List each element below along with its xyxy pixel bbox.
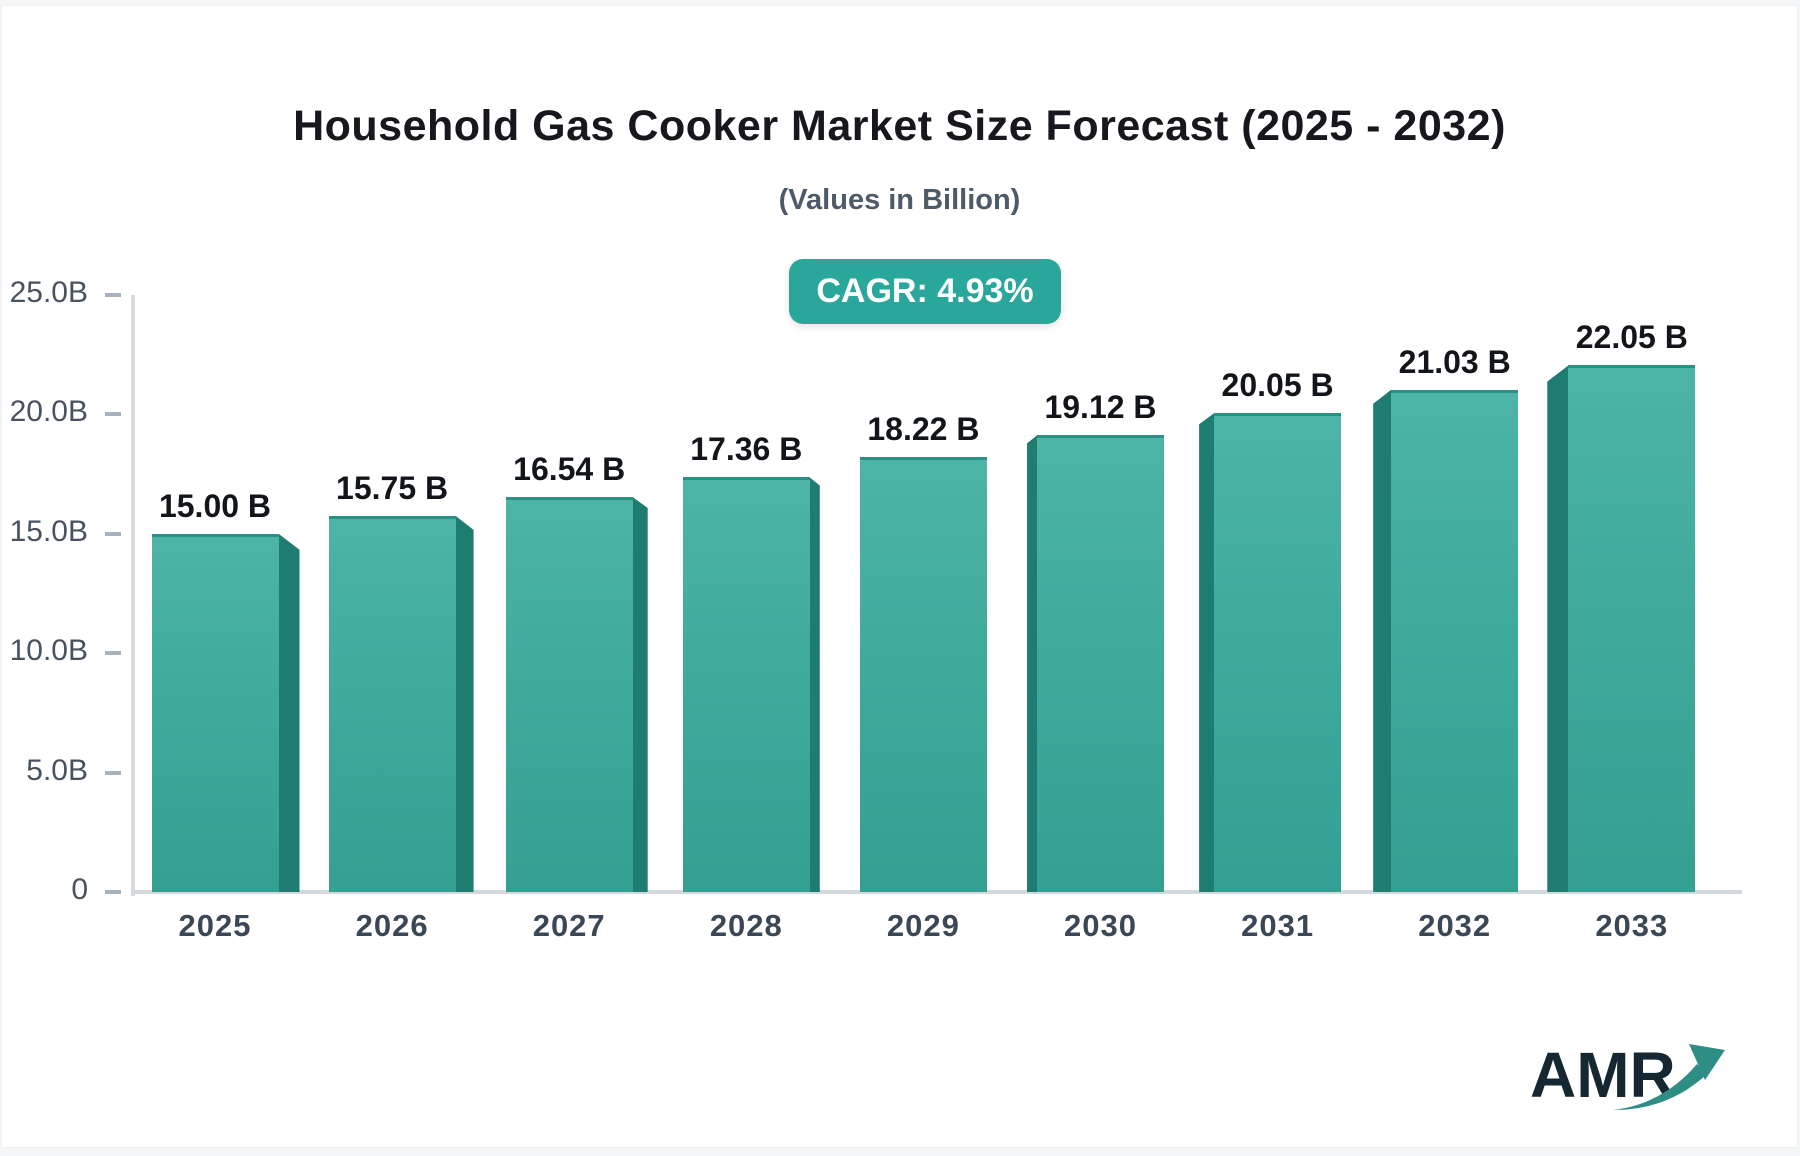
x-axis-category-label: 2030 — [1064, 908, 1137, 943]
cagr-badge-label: CAGR: 4.93% — [816, 272, 1034, 310]
bar-2028 — [682, 477, 810, 892]
bar-3d-side-2028 — [809, 477, 820, 892]
x-axis-category-label: 2028 — [709, 908, 783, 943]
bar-value-label: 15.00 B — [158, 487, 272, 524]
bar-value-label: 19.12 B — [1044, 389, 1157, 426]
y-axis-tick-label: 10.0B — [9, 634, 88, 668]
bar-3d-side-2030 — [1027, 435, 1037, 892]
bar-3d-side-2032 — [1373, 389, 1392, 892]
bar-value-label: 21.03 B — [1398, 343, 1511, 380]
bar-value-label: 16.54 B — [513, 451, 626, 488]
y-axis-tick-label: 20.0B — [9, 395, 88, 429]
amr-logo-text: AMR — [1530, 1039, 1676, 1111]
bar-2033 — [1568, 365, 1696, 892]
x-axis-category-label: 2027 — [532, 908, 606, 943]
cagr-badge: CAGR: 4.93% — [789, 259, 1061, 324]
bar-2032 — [1391, 389, 1519, 892]
bar-3d-side-2031 — [1199, 413, 1215, 892]
bar-2031 — [1214, 413, 1342, 892]
page-title: Household Gas Cooker Market Size Forecas… — [293, 102, 1506, 150]
bar-2030 — [1037, 435, 1164, 892]
y-axis-tick — [105, 293, 121, 297]
y-axis-tick — [105, 651, 121, 656]
x-axis-category-label: 2031 — [1241, 908, 1315, 943]
bar-value-label: 17.36 B — [690, 431, 803, 468]
page-subtitle: (Values in Billion) — [778, 184, 1021, 216]
bar-chart-plot-area: 25.0B 20.0B 15.0B 10.0B 5.0B 0 15.00 B 2025 15.7… — [10, 276, 1742, 943]
bar-2029 — [859, 456, 987, 892]
y-axis-tick-label: 15.0B — [9, 514, 88, 548]
amr-logo: AMR — [1530, 1038, 1725, 1118]
chart-card: Household Gas Cooker Market Size Forecas… — [1, 5, 1798, 1148]
bar-2025 — [151, 533, 279, 892]
x-axis-category-label: 2033 — [1595, 908, 1669, 943]
bar-value-label: 22.05 B — [1575, 319, 1688, 356]
y-axis-tick — [105, 412, 121, 417]
bar-3d-side-2025 — [278, 533, 300, 892]
y-axis-line — [131, 295, 135, 896]
x-axis-category-label: 2029 — [886, 908, 960, 943]
bar-3d-side-2026 — [455, 515, 474, 892]
x-axis-baseline — [131, 890, 1742, 894]
bar-3d-side-2027 — [632, 497, 648, 892]
y-axis-tick — [105, 890, 121, 894]
x-axis-category-label: 2026 — [355, 908, 429, 943]
bar-value-label: 20.05 B — [1221, 367, 1334, 404]
y-axis-tick — [105, 531, 121, 536]
bar-value-label: 18.22 B — [867, 410, 980, 447]
y-axis-tick-label: 5.0B — [26, 753, 88, 787]
x-axis-category-label: 2032 — [1418, 908, 1492, 943]
bar-value-label: 15.75 B — [336, 469, 449, 506]
y-axis-tick — [105, 770, 121, 775]
y-axis-tick-label: 0 — [71, 873, 88, 906]
y-axis-tick-label: 25.0B — [9, 276, 88, 309]
bar-2027 — [505, 497, 633, 892]
bar-2026 — [328, 515, 456, 892]
bar-3d-side-2033 — [1547, 365, 1569, 892]
x-axis-category-label: 2025 — [178, 908, 252, 943]
growth-arrow-icon — [1613, 1044, 1725, 1110]
